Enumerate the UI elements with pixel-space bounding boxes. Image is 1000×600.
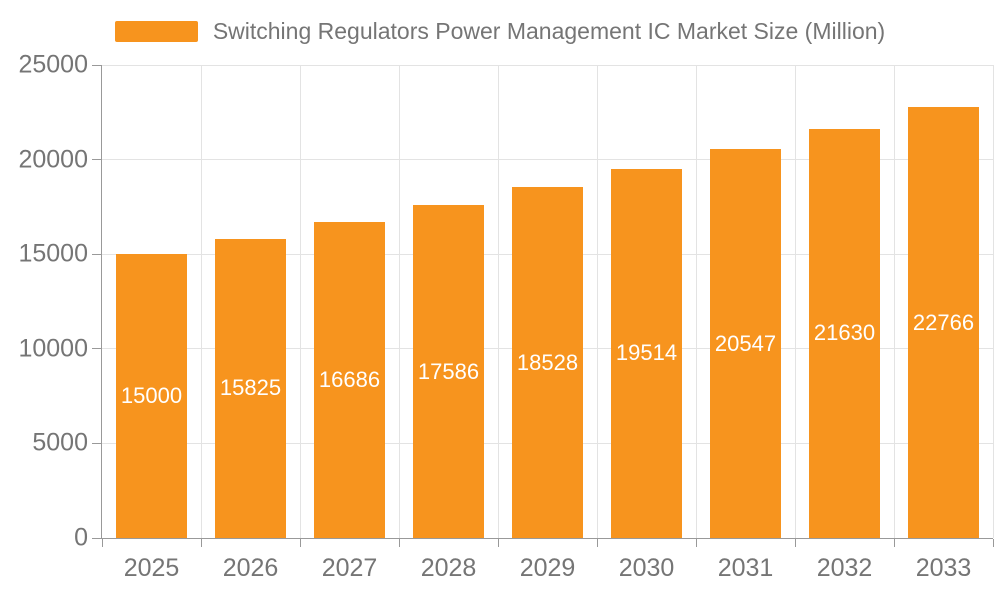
x-axis-tick-label: 2033: [915, 554, 972, 582]
v-gridline: [893, 65, 895, 538]
y-axis-tick-label: 10000: [18, 334, 88, 363]
x-axis-tick: [299, 539, 301, 547]
bar-value-label: 19514: [615, 340, 678, 366]
y-axis-tick: [92, 64, 101, 66]
x-axis-tick: [794, 539, 796, 547]
bar[interactable]: 15825: [214, 238, 287, 538]
y-axis-tick: [92, 253, 101, 255]
y-axis-tick: [92, 442, 101, 444]
bar[interactable]: 17586: [412, 205, 485, 538]
bar-value-label: 17586: [417, 358, 480, 384]
v-gridline: [299, 65, 301, 538]
plot-area: 0 5000 10000 15000 20000 25000 15000 2025 15825 2…: [18, 51, 994, 582]
x-axis-tick: [992, 539, 994, 547]
x-axis-tick: [101, 539, 103, 547]
x-axis-line: [101, 538, 993, 539]
bar-value-label: 21630: [813, 320, 876, 346]
x-axis-tick: [695, 539, 697, 547]
y-axis-tick-label: 15000: [18, 239, 88, 268]
x-axis-tick-label: 2029: [519, 554, 576, 582]
bar[interactable]: 19514: [610, 168, 683, 538]
x-axis-tick-label: 2030: [618, 554, 675, 582]
v-gridline: [992, 65, 994, 538]
bar[interactable]: 15000: [115, 254, 188, 538]
y-axis-tick-label: 20000: [18, 145, 88, 174]
bar[interactable]: 18528: [511, 187, 584, 538]
v-gridline: [596, 65, 598, 538]
x-axis-tick-label: 2031: [717, 554, 774, 582]
bar-value-label: 15000: [120, 383, 183, 409]
h-gridline: [102, 64, 993, 66]
legend: Switching Regulators Power Management IC…: [0, 17, 1000, 45]
y-axis-tick-label: 5000: [32, 428, 88, 457]
x-axis-tick: [497, 539, 499, 547]
v-gridline: [794, 65, 796, 538]
legend-swatch[interactable]: [114, 20, 198, 42]
x-axis-tick-label: 2025: [123, 554, 180, 582]
x-axis-tick: [398, 539, 400, 547]
y-axis-tick: [92, 348, 101, 350]
bar-value-label: 20547: [714, 330, 777, 356]
x-axis-tick: [200, 539, 202, 547]
y-axis-tick: [92, 537, 101, 539]
v-gridline: [695, 65, 697, 538]
h-gridline: [102, 159, 993, 161]
v-gridline: [398, 65, 400, 538]
x-axis-tick-label: 2028: [420, 554, 477, 582]
bar-value-label: 18528: [516, 349, 579, 375]
x-axis-tick: [596, 539, 598, 547]
x-axis-tick: [893, 539, 895, 547]
y-axis-tick-label: 25000: [18, 50, 88, 79]
legend-item[interactable]: Switching Regulators Power Management IC…: [114, 17, 886, 45]
bar[interactable]: 22766: [907, 107, 980, 538]
bar-value-label: 16686: [318, 367, 381, 393]
y-axis-tick-label: 0: [74, 523, 88, 552]
x-axis-tick-label: 2027: [321, 554, 378, 582]
bar[interactable]: 20547: [709, 149, 782, 538]
x-axis-tick-label: 2026: [222, 554, 279, 582]
v-gridline: [497, 65, 499, 538]
legend-label[interactable]: Switching Regulators Power Management IC…: [212, 18, 886, 44]
x-axis-tick-label: 2032: [816, 554, 873, 582]
y-axis-tick: [92, 159, 101, 161]
bar-value-label: 22766: [912, 309, 975, 335]
y-axis-line: [101, 65, 102, 539]
bar[interactable]: 16686: [313, 222, 386, 538]
v-gridline: [200, 65, 202, 538]
bar-value-label: 15825: [219, 375, 282, 401]
bar[interactable]: 21630: [808, 128, 881, 538]
